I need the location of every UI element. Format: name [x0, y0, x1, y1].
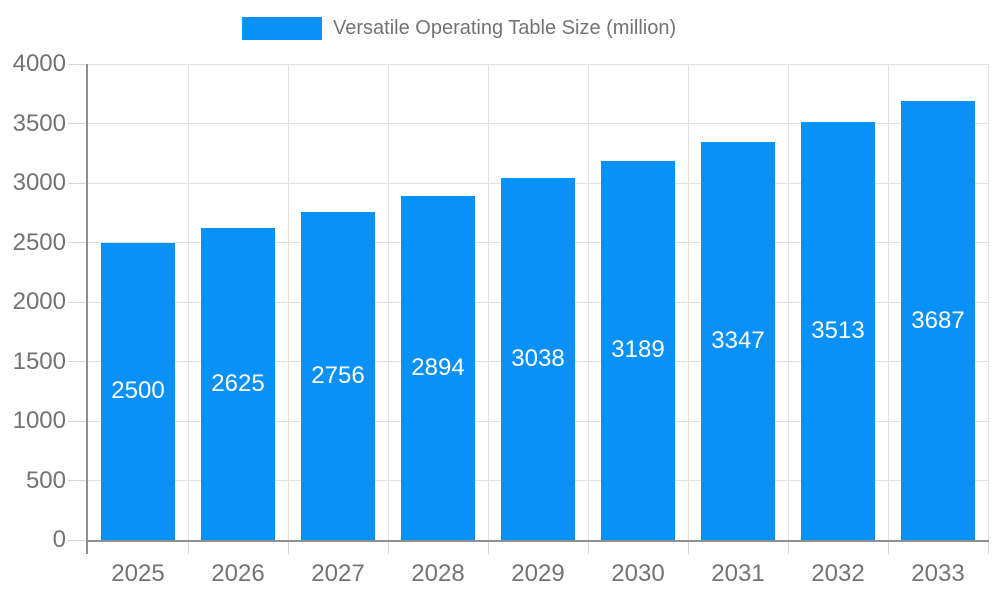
y-axis-tick-label: 4000	[12, 50, 66, 77]
y-axis-tick	[68, 182, 88, 184]
x-axis-tick	[687, 540, 689, 554]
x-axis-tick	[387, 540, 389, 554]
x-axis-tick-label: 2029	[511, 560, 565, 587]
y-axis-tick	[68, 539, 88, 541]
y-axis-tick-label: 1000	[12, 407, 66, 434]
x-axis-tick	[987, 540, 989, 554]
gridline-vertical	[487, 64, 489, 540]
y-axis-tick	[68, 301, 88, 303]
y-axis-tick	[68, 63, 88, 65]
gridline-vertical	[187, 64, 189, 540]
plot-area: 0 500 1000 1500 2000 2500 3000 3500 4000 2500 2025…	[13, 52, 989, 587]
y-axis-tick-label: 500	[25, 466, 66, 494]
gridline-horizontal	[88, 123, 988, 124]
bar-value-label: 2894	[411, 353, 465, 381]
legend-label: Versatile Operating Table Size (million)	[333, 17, 677, 39]
x-axis-tick-label: 2032	[811, 560, 865, 587]
gridline-vertical	[287, 64, 289, 540]
y-axis-tick-label: 1500	[12, 347, 66, 375]
x-axis-tick-label: 2031	[711, 560, 765, 587]
bar-value-label: 2625	[211, 369, 265, 397]
y-axis-tick-label: 0	[52, 526, 66, 553]
gridline-horizontal	[88, 63, 988, 65]
y-axis-tick-label: 3000	[12, 169, 66, 196]
bar-value-label: 2500	[111, 377, 165, 405]
x-axis-tick-label: 2027	[311, 560, 365, 587]
bar-2031[interactable]: 3347	[701, 141, 775, 540]
y-axis-tick-label: 2500	[12, 228, 66, 256]
y-axis-line	[86, 64, 88, 554]
x-axis-tick	[887, 540, 889, 554]
bar-2028[interactable]: 2894	[401, 195, 475, 540]
y-axis-tick-label: 2000	[12, 288, 66, 315]
bar-value-label: 3189	[611, 336, 665, 364]
gridline-vertical	[687, 64, 689, 540]
x-axis-tick-label: 2033	[911, 560, 965, 587]
gridline-vertical	[587, 64, 589, 540]
bar-value-label: 3347	[711, 326, 765, 354]
x-axis-tick-label: 2030	[611, 560, 665, 587]
y-axis-tick	[68, 361, 88, 362]
bar-value-label: 2756	[311, 362, 365, 389]
x-axis-tick	[787, 540, 789, 554]
x-axis-tick-label: 2025	[111, 560, 165, 587]
bar-value-label: 3687	[911, 306, 965, 334]
bar-2027[interactable]: 2756	[301, 212, 375, 540]
y-axis-tick-label: 3500	[12, 109, 66, 137]
bar-2033[interactable]: 3687	[901, 101, 975, 540]
x-axis-tick-label: 2028	[411, 560, 465, 587]
bar-value-label: 3038	[511, 345, 565, 373]
gridline-vertical	[787, 64, 789, 540]
legend[interactable]: Versatile Operating Table Size (million)	[242, 17, 676, 40]
bar-value-label: 3513	[811, 316, 865, 344]
y-axis-tick	[68, 480, 88, 481]
bar-2029[interactable]: 3038	[501, 178, 575, 540]
gridline-vertical	[887, 64, 889, 540]
y-axis-tick	[68, 242, 88, 243]
x-axis-line	[86, 540, 989, 542]
gridline-vertical	[987, 64, 989, 540]
gridline-vertical	[387, 64, 389, 540]
x-axis-tick	[487, 540, 489, 554]
x-axis-tick	[587, 540, 589, 554]
y-axis-tick	[68, 123, 88, 124]
bar-2026[interactable]: 2625	[201, 227, 275, 540]
x-axis-tick	[187, 540, 189, 554]
legend-swatch	[242, 17, 322, 40]
x-axis-tick	[287, 540, 289, 554]
bar-2032[interactable]: 3513	[801, 121, 875, 540]
bar-2030[interactable]: 3189	[601, 160, 675, 540]
x-axis-tick-label: 2026	[211, 560, 265, 587]
bar-2025[interactable]: 2500	[101, 242, 175, 540]
y-axis-tick	[68, 420, 88, 422]
